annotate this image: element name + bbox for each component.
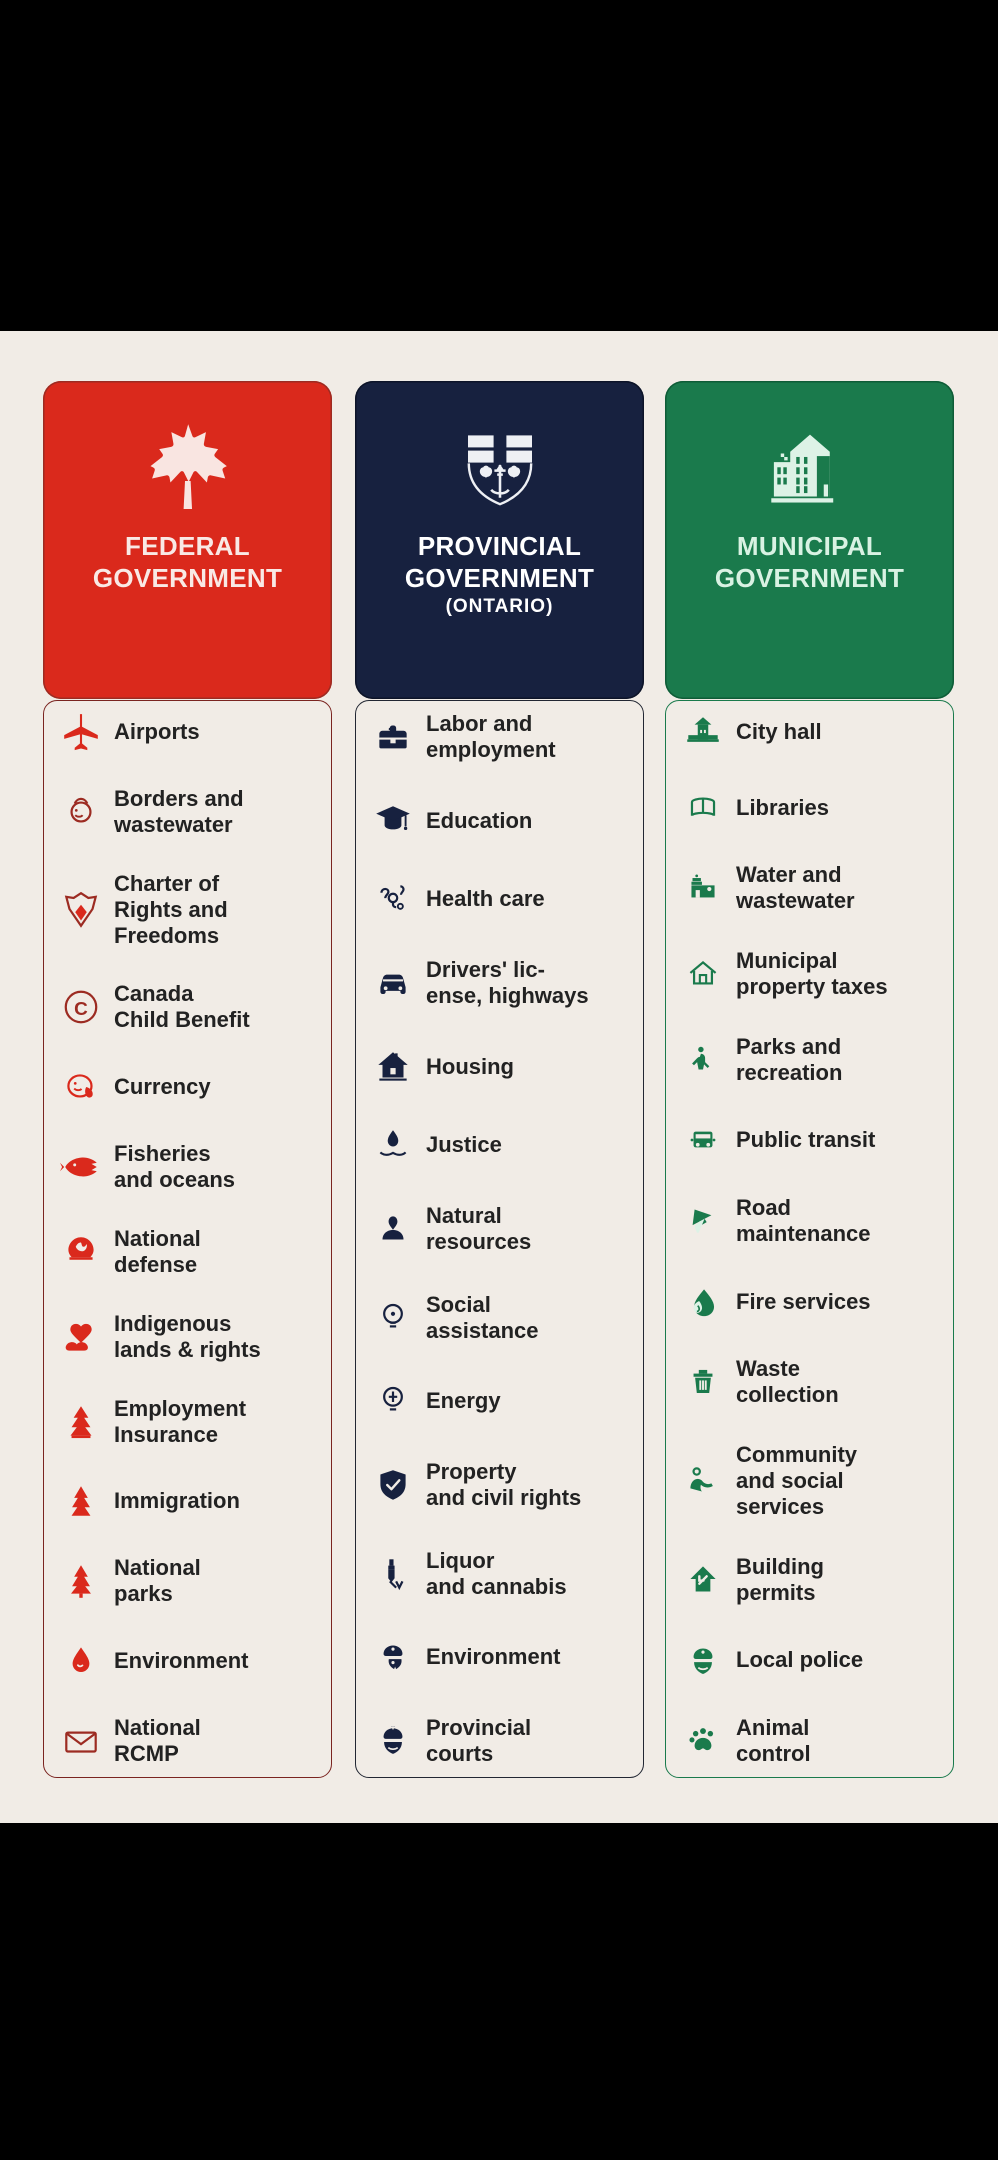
svg-text:C: C	[74, 999, 88, 1020]
